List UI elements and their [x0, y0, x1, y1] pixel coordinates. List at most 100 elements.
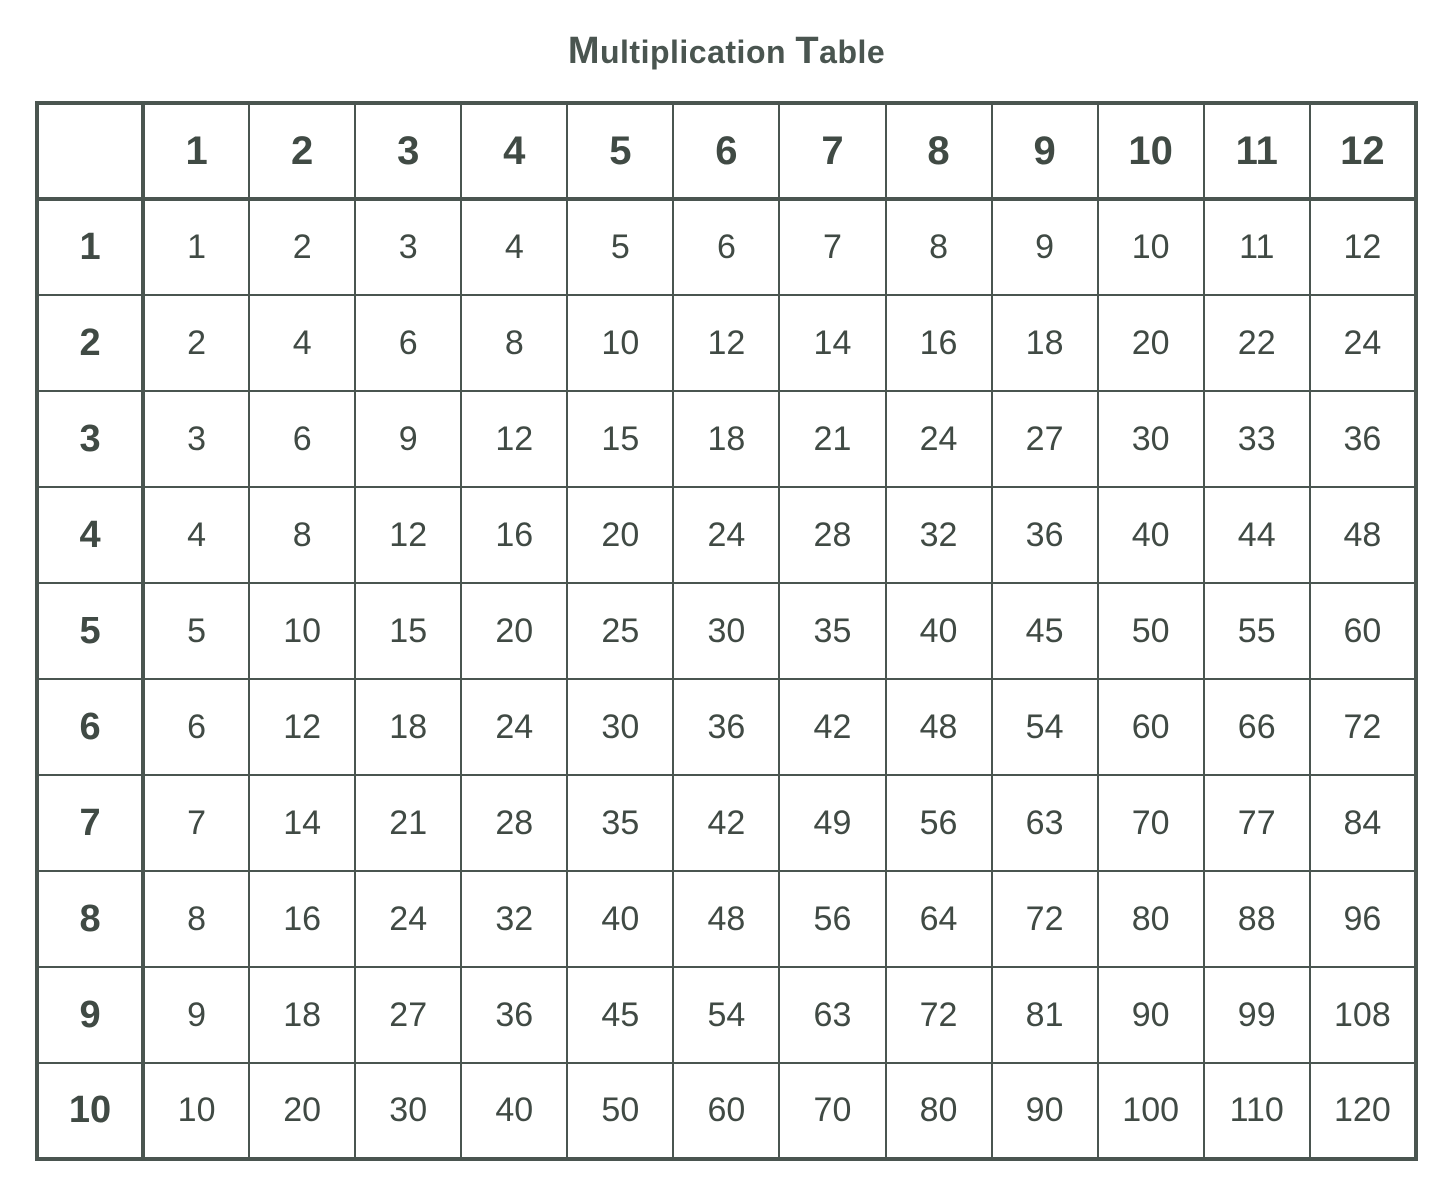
table-cell: 30: [673, 583, 779, 679]
table-corner-cell: [37, 103, 143, 199]
table-cell: 27: [355, 967, 461, 1063]
table-cell: 77: [1204, 775, 1310, 871]
table-cell: 20: [567, 487, 673, 583]
table-cell: 42: [673, 775, 779, 871]
column-header: 10: [1098, 103, 1204, 199]
table-cell: 9: [355, 391, 461, 487]
table-cell: 3: [143, 391, 249, 487]
table-cell: 24: [673, 487, 779, 583]
table-cell: 49: [779, 775, 885, 871]
table-cell: 24: [886, 391, 992, 487]
table-cell: 4: [249, 295, 355, 391]
table-cell: 5: [567, 199, 673, 295]
table-cell: 12: [355, 487, 461, 583]
page-title: Multiplication Table: [35, 30, 1418, 73]
column-header: 2: [249, 103, 355, 199]
table-cell: 22: [1204, 295, 1310, 391]
table-cell: 60: [1098, 679, 1204, 775]
table-cell: 70: [779, 1063, 885, 1159]
table-row: 6 6 12 18 24 30 36 42 48 54 60 66 72: [37, 679, 1416, 775]
table-cell: 48: [1310, 487, 1416, 583]
table-cell: 36: [992, 487, 1098, 583]
table-cell: 81: [992, 967, 1098, 1063]
row-header: 3: [37, 391, 143, 487]
table-cell: 110: [1204, 1063, 1310, 1159]
table-cell: 5: [143, 583, 249, 679]
table-cell: 24: [355, 871, 461, 967]
table-cell: 10: [567, 295, 673, 391]
table-cell: 40: [567, 871, 673, 967]
table-cell: 64: [886, 871, 992, 967]
table-cell: 120: [1310, 1063, 1416, 1159]
column-header: 11: [1204, 103, 1310, 199]
table-cell: 6: [143, 679, 249, 775]
table-row: 3 3 6 9 12 15 18 21 24 27 30 33 36: [37, 391, 1416, 487]
table-cell: 7: [143, 775, 249, 871]
column-header: 1: [143, 103, 249, 199]
table-cell: 66: [1204, 679, 1310, 775]
table-cell: 12: [249, 679, 355, 775]
column-header: 5: [567, 103, 673, 199]
table-body: 1 1 2 3 4 5 6 7 8 9 10 11 12 2 2 4 6 8 1…: [37, 199, 1416, 1159]
table-cell: 15: [567, 391, 673, 487]
table-cell: 21: [355, 775, 461, 871]
table-cell: 20: [1098, 295, 1204, 391]
table-cell: 54: [673, 967, 779, 1063]
row-header: 10: [37, 1063, 143, 1159]
row-header: 2: [37, 295, 143, 391]
table-cell: 56: [779, 871, 885, 967]
table-cell: 30: [355, 1063, 461, 1159]
table-cell: 90: [992, 1063, 1098, 1159]
table-cell: 45: [567, 967, 673, 1063]
table-cell: 108: [1310, 967, 1416, 1063]
table-cell: 2: [143, 295, 249, 391]
table-cell: 80: [886, 1063, 992, 1159]
table-cell: 63: [779, 967, 885, 1063]
table-cell: 8: [461, 295, 567, 391]
table-cell: 55: [1204, 583, 1310, 679]
column-header: 4: [461, 103, 567, 199]
table-cell: 18: [249, 967, 355, 1063]
table-cell: 8: [886, 199, 992, 295]
table-cell: 60: [673, 1063, 779, 1159]
table-cell: 90: [1098, 967, 1204, 1063]
table-cell: 25: [567, 583, 673, 679]
table-cell: 100: [1098, 1063, 1204, 1159]
column-header: 8: [886, 103, 992, 199]
table-cell: 2: [249, 199, 355, 295]
table-cell: 8: [249, 487, 355, 583]
table-cell: 70: [1098, 775, 1204, 871]
row-header: 8: [37, 871, 143, 967]
table-cell: 27: [992, 391, 1098, 487]
table-cell: 21: [779, 391, 885, 487]
table-cell: 6: [355, 295, 461, 391]
table-cell: 56: [886, 775, 992, 871]
table-row: 4 4 8 12 16 20 24 28 32 36 40 44 48: [37, 487, 1416, 583]
table-cell: 40: [461, 1063, 567, 1159]
table-cell: 20: [249, 1063, 355, 1159]
table-cell: 48: [673, 871, 779, 967]
table-row: 2 2 4 6 8 10 12 14 16 18 20 22 24: [37, 295, 1416, 391]
table-row: 7 7 14 21 28 35 42 49 56 63 70 77 84: [37, 775, 1416, 871]
row-header: 7: [37, 775, 143, 871]
table-cell: 14: [249, 775, 355, 871]
column-header: 3: [355, 103, 461, 199]
table-cell: 16: [249, 871, 355, 967]
table-cell: 33: [1204, 391, 1310, 487]
table-cell: 96: [1310, 871, 1416, 967]
table-cell: 24: [1310, 295, 1416, 391]
table-cell: 4: [461, 199, 567, 295]
table-row: 5 5 10 15 20 25 30 35 40 45 50 55 60: [37, 583, 1416, 679]
table-cell: 84: [1310, 775, 1416, 871]
table-cell: 6: [249, 391, 355, 487]
table-cell: 60: [1310, 583, 1416, 679]
table-cell: 18: [673, 391, 779, 487]
table-cell: 18: [355, 679, 461, 775]
row-header: 9: [37, 967, 143, 1063]
table-cell: 32: [886, 487, 992, 583]
table-cell: 45: [992, 583, 1098, 679]
table-cell: 36: [1310, 391, 1416, 487]
row-header: 5: [37, 583, 143, 679]
table-cell: 72: [992, 871, 1098, 967]
table-cell: 35: [779, 583, 885, 679]
